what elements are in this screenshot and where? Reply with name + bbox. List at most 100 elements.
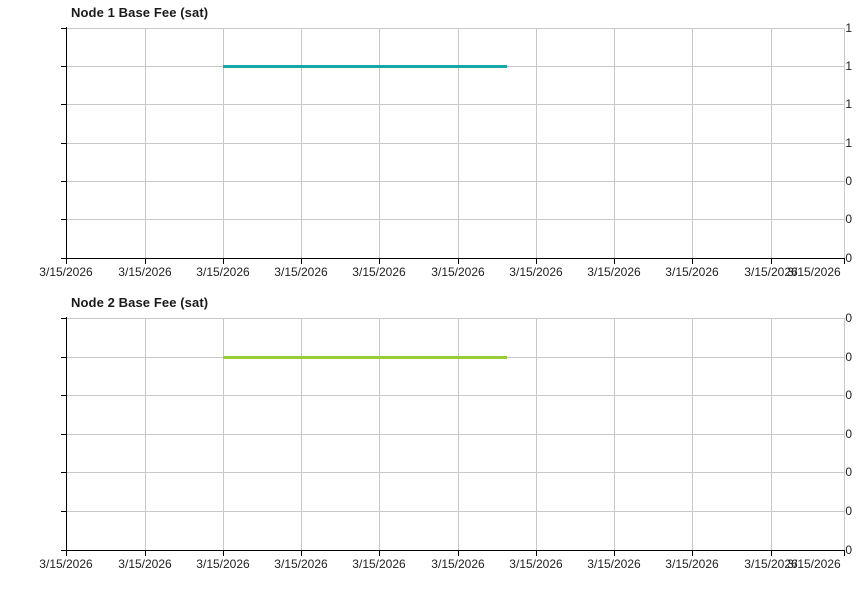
y-tick-mark	[61, 258, 66, 259]
x-tick-mark	[145, 551, 146, 556]
gridline-horizontal	[66, 219, 845, 220]
y-tick-label: 0	[845, 388, 852, 402]
x-tick-label: 3/15/2026	[787, 265, 841, 279]
gridline-horizontal	[66, 472, 845, 473]
y-tick-mark	[61, 28, 66, 29]
x-tick-label: 3/15/2026	[787, 557, 841, 571]
y-tick-mark	[61, 66, 66, 67]
gridline-vertical	[844, 28, 845, 258]
plot-area-node-1	[66, 28, 845, 259]
gridline-horizontal	[66, 395, 845, 396]
y-tick-label: 1	[845, 136, 852, 150]
gridline-vertical	[145, 28, 146, 258]
series-line-node-2	[223, 356, 507, 359]
x-tick-mark	[844, 259, 845, 264]
x-tick-mark	[145, 259, 146, 264]
y-tick-mark	[61, 511, 66, 512]
gridline-horizontal	[66, 318, 845, 319]
x-axis-line-node-2	[66, 550, 845, 551]
y-tick-label: 0	[845, 350, 852, 364]
x-tick-label: 3/15/2026	[352, 265, 406, 279]
y-tick-mark	[61, 434, 66, 435]
series-line-node-1	[223, 65, 507, 68]
x-tick-label: 3/15/2026	[509, 557, 563, 571]
gridline-horizontal	[66, 143, 845, 144]
x-tick-mark	[301, 551, 302, 556]
gridline-vertical	[692, 28, 693, 258]
x-tick-label: 3/15/2026	[196, 265, 250, 279]
y-tick-mark	[61, 181, 66, 182]
y-tick-mark	[61, 104, 66, 105]
y-tick-label: 0	[845, 311, 852, 325]
x-tick-label: 3/15/2026	[39, 557, 93, 571]
gridline-vertical	[844, 318, 845, 550]
x-tick-mark	[458, 259, 459, 264]
gridline-horizontal	[66, 511, 845, 512]
x-tick-mark	[379, 551, 380, 556]
x-tick-mark	[536, 551, 537, 556]
x-tick-mark	[379, 259, 380, 264]
x-tick-label: 3/15/2026	[118, 557, 172, 571]
gridline-horizontal	[66, 104, 845, 105]
gridline-vertical	[614, 28, 615, 258]
x-tick-mark	[771, 551, 772, 556]
y-tick-mark	[61, 472, 66, 473]
x-tick-mark	[614, 259, 615, 264]
gridline-vertical	[379, 318, 380, 550]
x-tick-label: 3/15/2026	[274, 265, 328, 279]
y-tick-label: 0	[845, 174, 852, 188]
x-tick-label: 3/15/2026	[196, 557, 250, 571]
x-tick-label: 3/15/2026	[744, 265, 798, 279]
chart-title-node-1: Node 1 Base Fee (sat)	[71, 5, 209, 20]
x-tick-mark	[536, 259, 537, 264]
y-tick-label: 0	[845, 427, 852, 441]
y-axis-line-node-1	[66, 27, 67, 259]
gridline-vertical	[301, 28, 302, 258]
x-tick-label: 3/15/2026	[352, 557, 406, 571]
x-tick-label: 3/15/2026	[665, 557, 719, 571]
x-axis-line-node-1	[66, 258, 845, 259]
y-tick-label: 0	[845, 543, 852, 557]
x-tick-label: 3/15/2026	[118, 265, 172, 279]
gridline-vertical	[223, 28, 224, 258]
gridline-vertical	[458, 28, 459, 258]
y-tick-label: 1	[845, 59, 852, 73]
chart-title-node-2: Node 2 Base Fee (sat)	[71, 295, 209, 310]
x-tick-label: 3/15/2026	[587, 265, 641, 279]
x-tick-label: 3/15/2026	[431, 265, 485, 279]
x-tick-mark	[614, 551, 615, 556]
x-tick-label: 3/15/2026	[744, 557, 798, 571]
gridline-horizontal	[66, 28, 845, 29]
gridline-vertical	[379, 28, 380, 258]
x-tick-mark	[692, 259, 693, 264]
chart-panel-node-2: Node 2 Base Fee (sat)	[0, 290, 860, 600]
y-tick-label: 0	[845, 212, 852, 226]
plot-area-node-2	[66, 318, 845, 551]
gridline-vertical	[223, 318, 224, 550]
y-tick-label: 1	[845, 97, 852, 111]
x-tick-mark	[223, 551, 224, 556]
y-tick-mark	[61, 550, 66, 551]
x-tick-label: 3/15/2026	[39, 265, 93, 279]
x-tick-label: 3/15/2026	[274, 557, 328, 571]
y-tick-label: 0	[845, 504, 852, 518]
x-tick-mark	[458, 551, 459, 556]
gridline-vertical	[301, 318, 302, 550]
x-tick-mark	[223, 259, 224, 264]
x-tick-mark	[692, 551, 693, 556]
y-tick-label: 0	[845, 251, 852, 265]
y-tick-mark	[61, 318, 66, 319]
x-tick-mark	[66, 259, 67, 264]
chart-panel-node-1: Node 1 Base Fee (sat)	[0, 0, 860, 290]
gridline-vertical	[614, 318, 615, 550]
gridline-vertical	[536, 318, 537, 550]
x-tick-label: 3/15/2026	[509, 265, 563, 279]
y-tick-mark	[61, 357, 66, 358]
x-tick-mark	[301, 259, 302, 264]
gridline-horizontal	[66, 181, 845, 182]
x-tick-label: 3/15/2026	[587, 557, 641, 571]
y-axis-line-node-2	[66, 317, 67, 551]
gridline-vertical	[145, 318, 146, 550]
gridline-horizontal	[66, 434, 845, 435]
